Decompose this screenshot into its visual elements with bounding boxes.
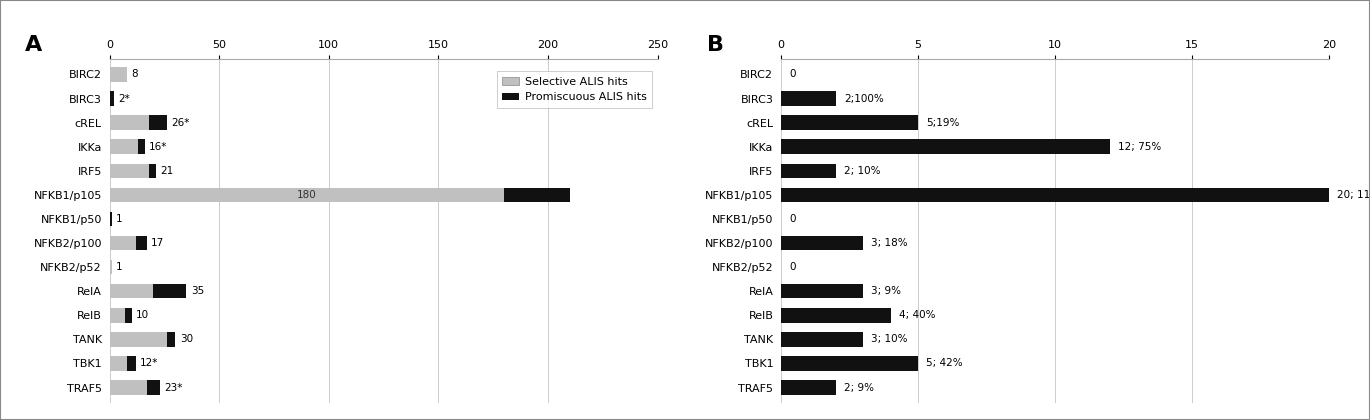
Text: 4; 40%: 4; 40% [899,310,936,320]
Text: 0: 0 [789,69,796,79]
Text: 0: 0 [789,262,796,272]
Bar [110,260,112,274]
Text: 30: 30 [179,334,193,344]
Text: 12*: 12* [140,358,159,368]
Bar [125,308,132,323]
Bar [127,356,136,371]
Bar [110,91,114,106]
Bar [110,308,125,323]
Bar [781,381,836,395]
Bar [136,236,147,250]
Text: 5; 42%: 5; 42% [926,358,963,368]
Text: 3; 10%: 3; 10% [871,334,908,344]
Text: 0: 0 [789,214,796,224]
Bar [781,91,836,106]
Bar [781,139,1110,154]
Text: 21: 21 [160,166,173,176]
Text: A: A [25,35,42,55]
Text: 26*: 26* [171,118,189,128]
Text: 5;19%: 5;19% [926,118,959,128]
Text: 1: 1 [116,214,123,224]
Text: 10: 10 [136,310,149,320]
Bar [167,332,175,346]
Bar [781,356,918,371]
Text: 2;100%: 2;100% [844,94,884,104]
Text: 1: 1 [116,262,123,272]
Text: 16*: 16* [149,142,167,152]
Bar [110,116,149,130]
Text: 3; 18%: 3; 18% [871,238,908,248]
Bar [504,188,570,202]
Bar [110,212,112,226]
Text: 2*: 2* [118,94,130,104]
Text: 8: 8 [132,69,138,79]
Bar [110,236,136,250]
Bar [149,163,156,178]
Legend: Selective ALIS hits, Promiscuous ALIS hits: Selective ALIS hits, Promiscuous ALIS hi… [497,71,652,108]
Bar [147,381,160,395]
Bar [781,284,863,299]
Bar [781,116,918,130]
Bar [149,116,167,130]
Bar [110,163,149,178]
Bar [110,381,147,395]
Text: 12; 75%: 12; 75% [1118,142,1162,152]
Text: 17: 17 [151,238,164,248]
Bar [781,236,863,250]
Bar [781,332,863,346]
Bar [110,284,153,299]
Bar [138,139,145,154]
Bar [781,163,836,178]
Text: 20; 11%: 20; 11% [1337,190,1370,200]
Bar [781,308,891,323]
Text: 23*: 23* [164,383,182,393]
Text: 2; 9%: 2; 9% [844,383,874,393]
Bar [110,332,167,346]
Bar [110,67,127,81]
Text: 3; 9%: 3; 9% [871,286,901,296]
Bar [110,188,504,202]
Text: 35: 35 [190,286,204,296]
Text: 180: 180 [297,190,316,200]
Text: B: B [707,35,723,55]
Bar [153,284,186,299]
Bar [110,139,138,154]
Bar [110,356,127,371]
Text: 2; 10%: 2; 10% [844,166,881,176]
Bar [781,188,1329,202]
